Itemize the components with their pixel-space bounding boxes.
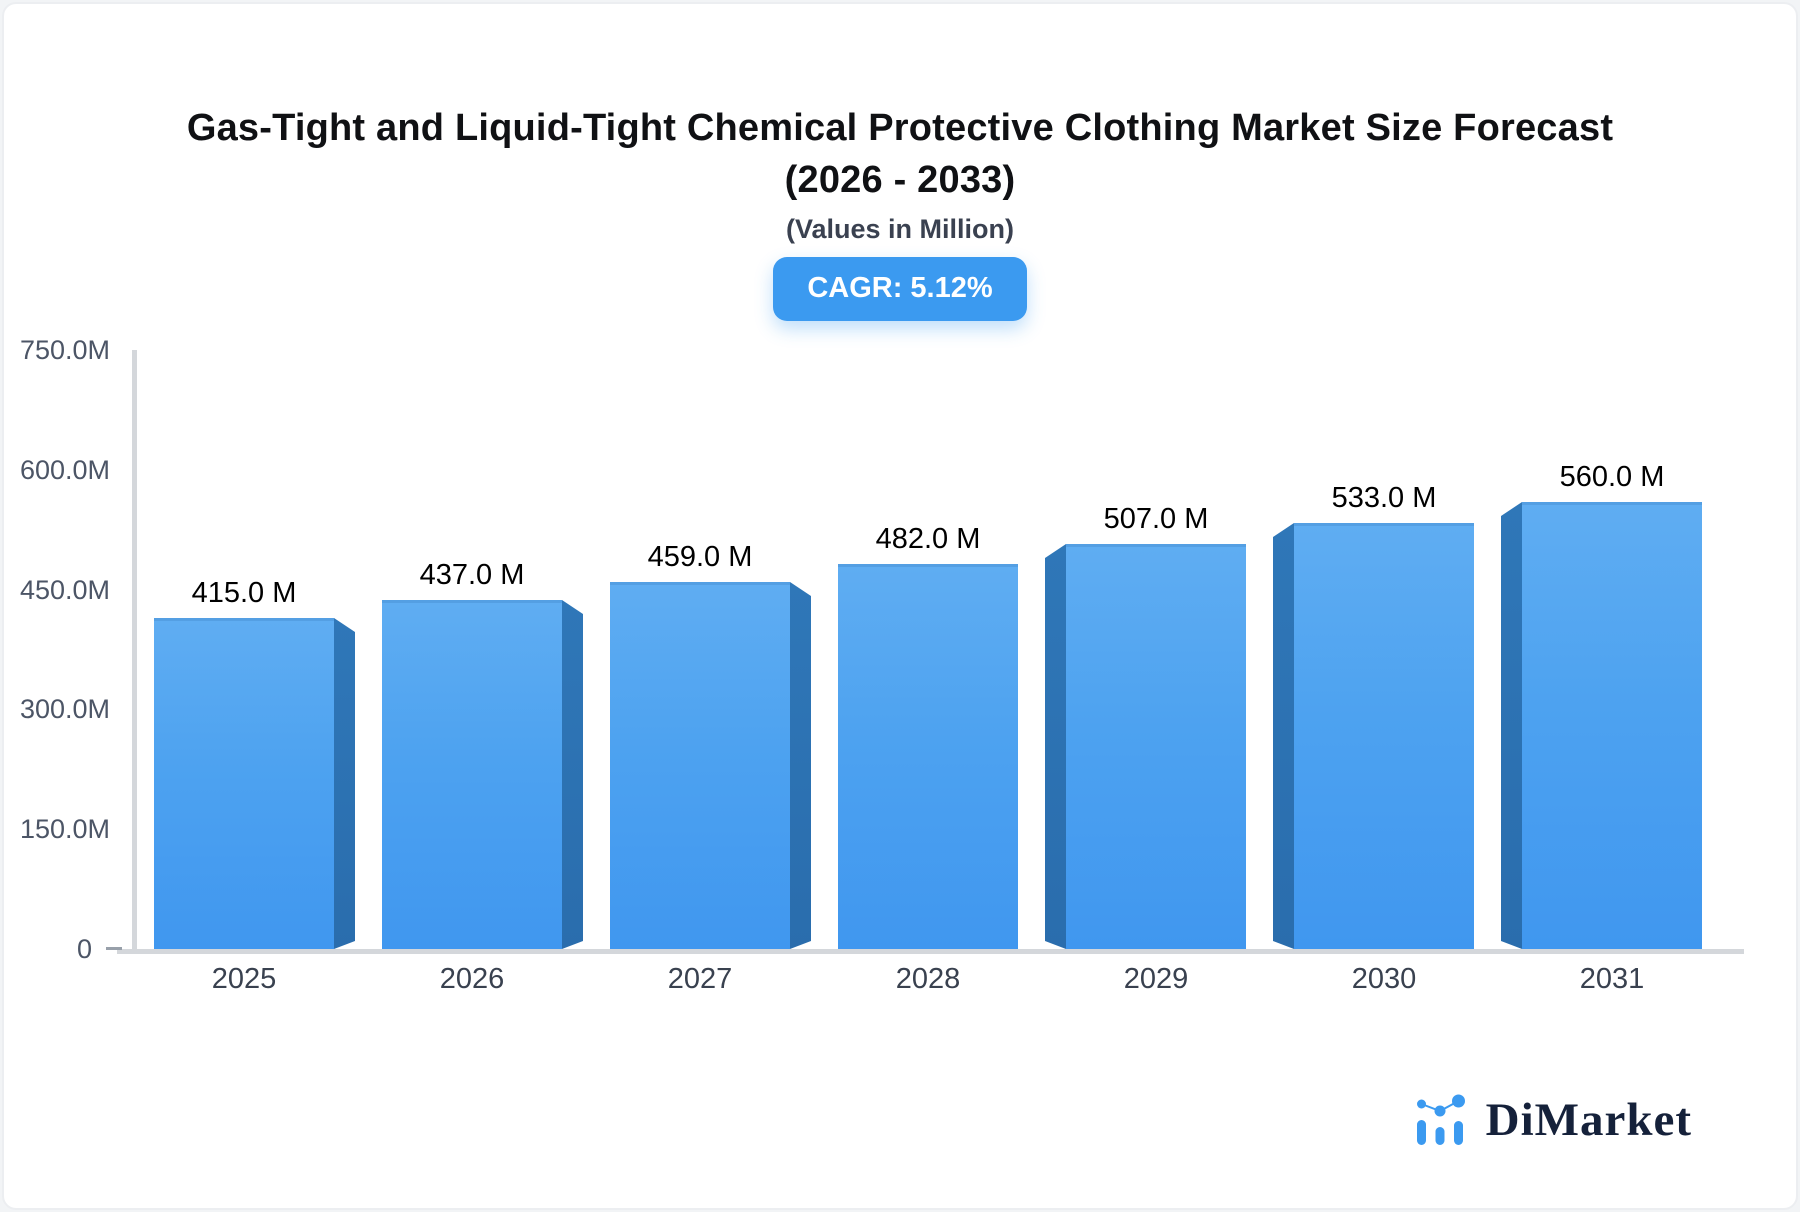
chart-header: Gas-Tight and Liquid-Tight Chemical Prot… (4, 102, 1796, 321)
bar-value-label: 507.0 M (1103, 503, 1209, 535)
bar-chart-trend-icon (1416, 1094, 1465, 1145)
bar-value-label: 415.0 M (191, 577, 297, 609)
x-axis-label-2030: 2030 (1351, 963, 1417, 995)
bar-2026[interactable]: 437.0 M (382, 559, 562, 949)
y-axis-label-450.0M: 450.0M (19, 575, 110, 605)
page-title-line2: (2026 - 2033) (784, 159, 1016, 201)
bar-3d-side-face (334, 618, 355, 949)
bar-value-label: 482.0 M (875, 523, 981, 555)
x-axis-label-2028: 2028 (895, 963, 961, 995)
bar-value-label: 560.0 M (1559, 461, 1665, 493)
bar-value-label: 459.0 M (647, 541, 753, 573)
bar-3d-side-face (1501, 502, 1522, 949)
x-axis-label-2027: 2027 (667, 963, 733, 995)
bar-2030[interactable]: 533.0 M (1294, 482, 1474, 949)
bar-value-label: 437.0 M (419, 559, 525, 591)
bar-2025[interactable]: 415.0 M (154, 577, 334, 949)
y-axis-label-600.0M: 600.0M (19, 455, 110, 485)
bar-3d-side-face (790, 582, 811, 949)
x-axis-line (117, 949, 1744, 954)
page-title-line1: Gas-Tight and Liquid-Tight Chemical Prot… (186, 107, 1614, 149)
y-axis-zero-tick-mark (106, 947, 122, 950)
chart-subtitle: (Values in Million) (785, 214, 1015, 244)
bar-front-face (1294, 523, 1474, 949)
bar-2031[interactable]: 560.0 M (1522, 461, 1702, 949)
cagr-badge: CAGR: 5.12% (773, 257, 1027, 321)
x-axis-label-2025: 2025 (211, 963, 277, 995)
bar-front-face (382, 600, 562, 949)
bar-value-label: 533.0 M (1331, 482, 1437, 514)
brand-logo[interactable]: DiMarket (1413, 1090, 1692, 1150)
y-axis-label-150.0M: 150.0M (19, 814, 110, 844)
y-axis-label-750.0M: 750.0M (19, 335, 110, 365)
y-axis-label-0: 0 (76, 934, 92, 964)
x-axis-label-2031: 2031 (1579, 963, 1645, 995)
brand-logo-text: DiMarket (1485, 1094, 1692, 1146)
bar-front-face (838, 564, 1018, 949)
bar-front-face (1066, 544, 1246, 949)
bar-3d-side-face (1045, 544, 1066, 949)
bar-3d-side-face (562, 600, 583, 949)
bar-2027[interactable]: 459.0 M (610, 541, 790, 949)
x-axis-label-2029: 2029 (1123, 963, 1189, 995)
bar-2028[interactable]: 482.0 M (838, 523, 1018, 949)
x-axis-label-2026: 2026 (439, 963, 505, 995)
bar-front-face (610, 582, 790, 949)
bar-3d-side-face (1273, 523, 1294, 949)
bar-front-face (1522, 502, 1702, 949)
bar-2029[interactable]: 507.0 M (1066, 503, 1246, 949)
y-axis-line (132, 350, 137, 949)
y-axis-label-300.0M: 300.0M (19, 694, 110, 724)
bar-front-face (154, 618, 334, 949)
